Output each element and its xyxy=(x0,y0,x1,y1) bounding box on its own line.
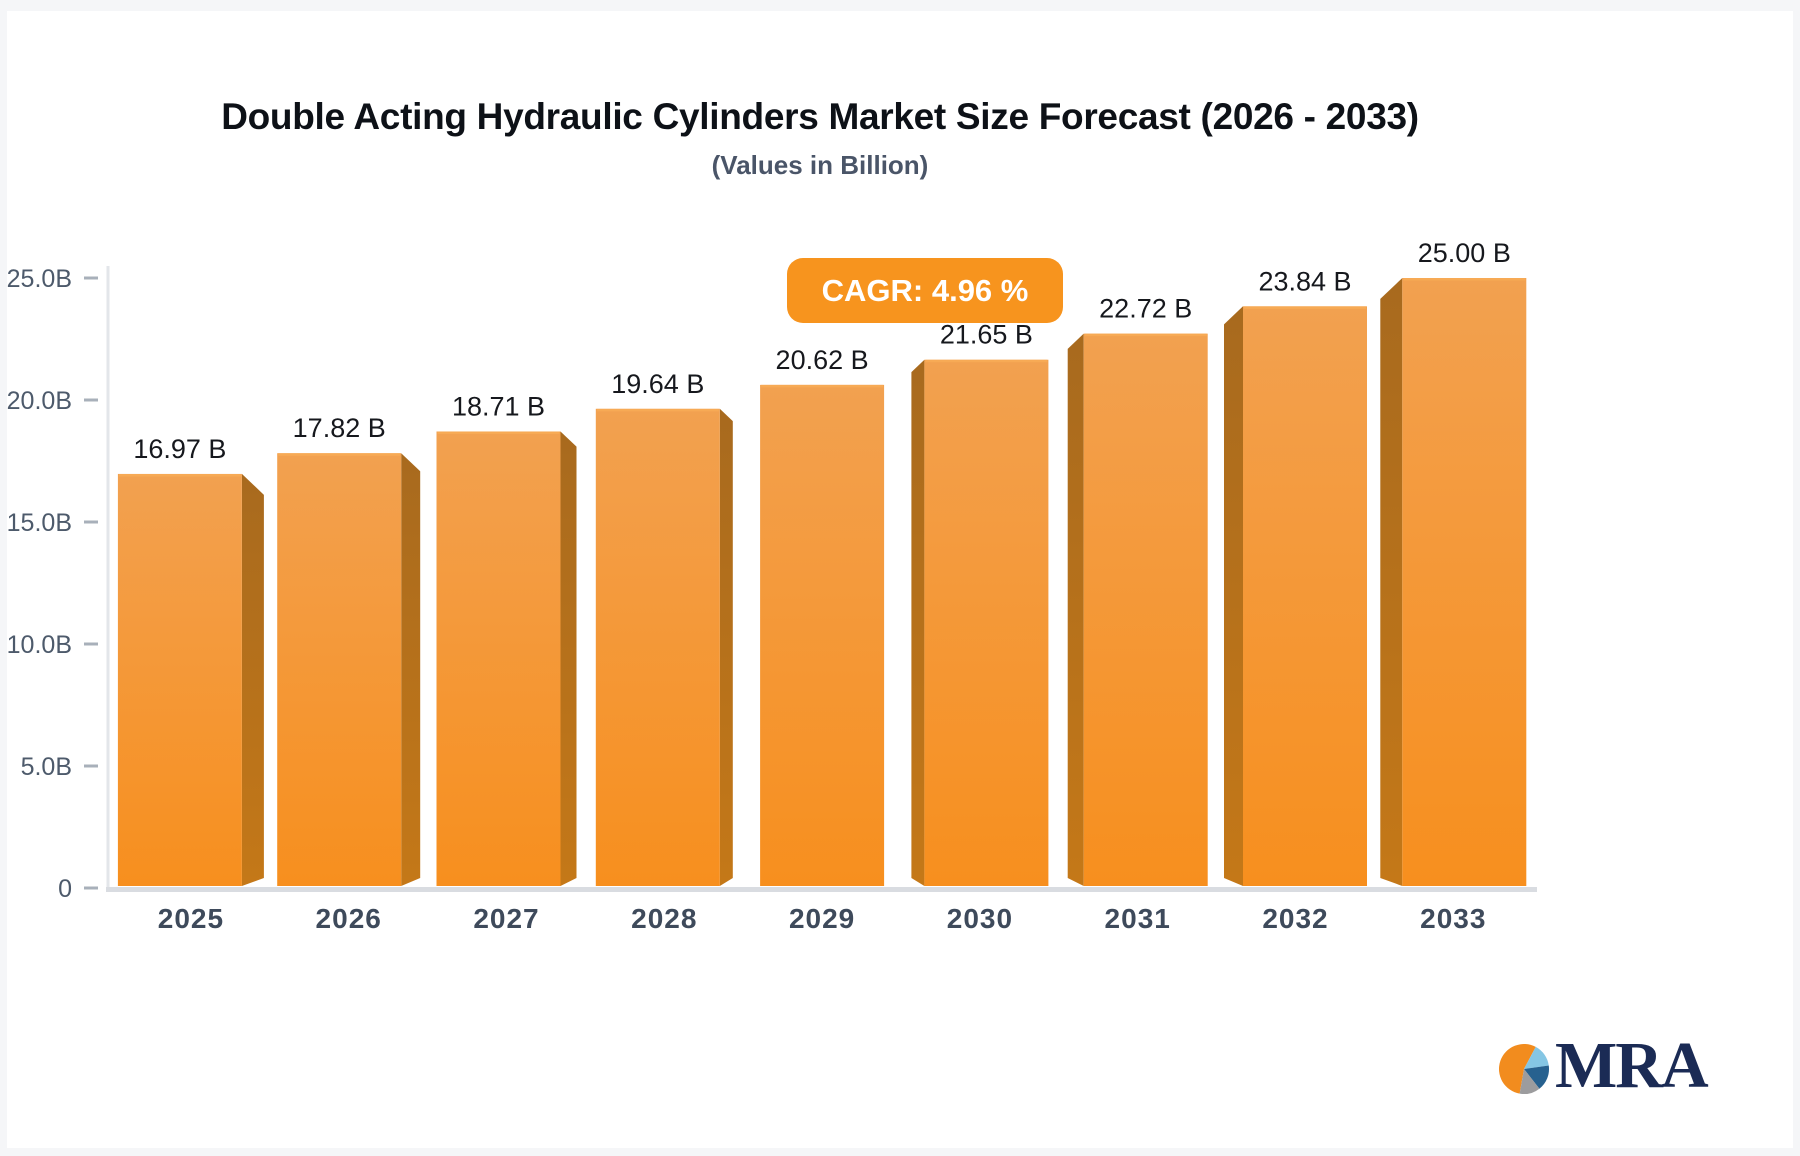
x-tick-label-2030: 2030 xyxy=(947,903,1013,934)
bar-2031 xyxy=(1067,333,1208,887)
bar-front-face xyxy=(1083,333,1208,887)
x-tick-label-2027: 2027 xyxy=(473,903,539,934)
x-tick-label-2026: 2026 xyxy=(316,903,382,934)
mra-logo: MRA xyxy=(1498,1029,1709,1102)
pie-chart-icon xyxy=(1498,1043,1550,1094)
bar-value-label-2030: 21.65 B xyxy=(940,320,1033,350)
bar-value-label-2026: 17.82 B xyxy=(293,413,386,443)
bar-2026 xyxy=(277,453,421,886)
mra-logo-text: MRA xyxy=(1555,1029,1709,1102)
bar-front-face xyxy=(595,408,720,886)
y-tick-label-5.0B: 5.0B xyxy=(21,753,72,781)
bar-front-face xyxy=(277,453,402,886)
x-tick-label-2025: 2025 xyxy=(158,903,224,934)
bar-value-label-2025: 16.97 B xyxy=(133,434,226,464)
bar-2025 xyxy=(117,473,264,886)
bar-side-face xyxy=(560,431,577,886)
x-tick-label-2032: 2032 xyxy=(1262,903,1328,934)
bar-2033 xyxy=(1380,278,1527,886)
chart-subtitle: (Values in Billion) xyxy=(711,150,929,180)
logo-slice-navy xyxy=(1524,1065,1550,1089)
y-tick-label-0: 0 xyxy=(58,875,72,903)
y-tick-label-20.0B: 20.0B xyxy=(7,387,72,415)
bar-side-face xyxy=(911,359,925,886)
bar-2032 xyxy=(1224,306,1367,887)
bar-side-face xyxy=(401,453,421,886)
y-tick-label-10.0B: 10.0B xyxy=(7,631,72,659)
bar-value-label-2031: 22.72 B xyxy=(1099,294,1192,324)
bar-front-face xyxy=(117,473,242,886)
logo-slice-orange xyxy=(1498,1043,1536,1094)
bar-2028 xyxy=(595,408,733,886)
bar-value-label-2027: 18.71 B xyxy=(452,391,545,421)
bar-front-face xyxy=(1243,306,1367,887)
bar-2029 xyxy=(760,384,885,886)
x-tick-label-2033: 2033 xyxy=(1420,903,1486,934)
bar-side-face xyxy=(719,408,733,886)
bar-front-face xyxy=(924,359,1049,886)
logo-slice-gray xyxy=(1519,1069,1540,1094)
cagr-badge: CAGR: 4.96 % xyxy=(787,258,1063,323)
bar-side-face xyxy=(241,473,264,886)
y-tick-label-25.0B: 25.0B xyxy=(7,265,72,293)
bar-value-label-2032: 23.84 B xyxy=(1258,266,1351,296)
bar-value-label-2028: 19.64 B xyxy=(611,369,704,399)
y-tick-label-15.0B: 15.0B xyxy=(7,509,72,537)
x-tick-label-2028: 2028 xyxy=(631,903,697,934)
logo-slice-blue xyxy=(1524,1046,1549,1069)
bar-value-label-2033: 25.00 B xyxy=(1418,238,1511,268)
bars xyxy=(117,278,1527,887)
bar-value-label-2029: 20.62 B xyxy=(776,345,869,375)
bar-2027 xyxy=(436,431,577,886)
bar-front-face xyxy=(760,384,885,886)
y-axis: 0 5.0B 10.0B 15.0B 20.0B 25.0B xyxy=(7,265,110,903)
bar-2030 xyxy=(911,359,1049,886)
bar-value-labels: 16.97 B 17.82 B 18.71 B 19.64 B 20.62 B 21.65… xyxy=(133,238,1510,464)
bar-front-face xyxy=(1402,278,1527,886)
x-tick-label-2031: 2031 xyxy=(1105,903,1171,934)
chart-title: Double Acting Hydraulic Cylinders Market… xyxy=(221,96,1419,137)
bar-front-face xyxy=(436,431,561,886)
bar-side-face xyxy=(1067,333,1084,887)
x-axis-labels: 2025 2026 2027 2028 2029 2030 2031 2032 2033 xyxy=(158,903,1486,934)
bar-side-face xyxy=(1380,278,1403,886)
bar-side-face xyxy=(1224,306,1243,887)
x-tick-label-2029: 2029 xyxy=(789,903,855,934)
